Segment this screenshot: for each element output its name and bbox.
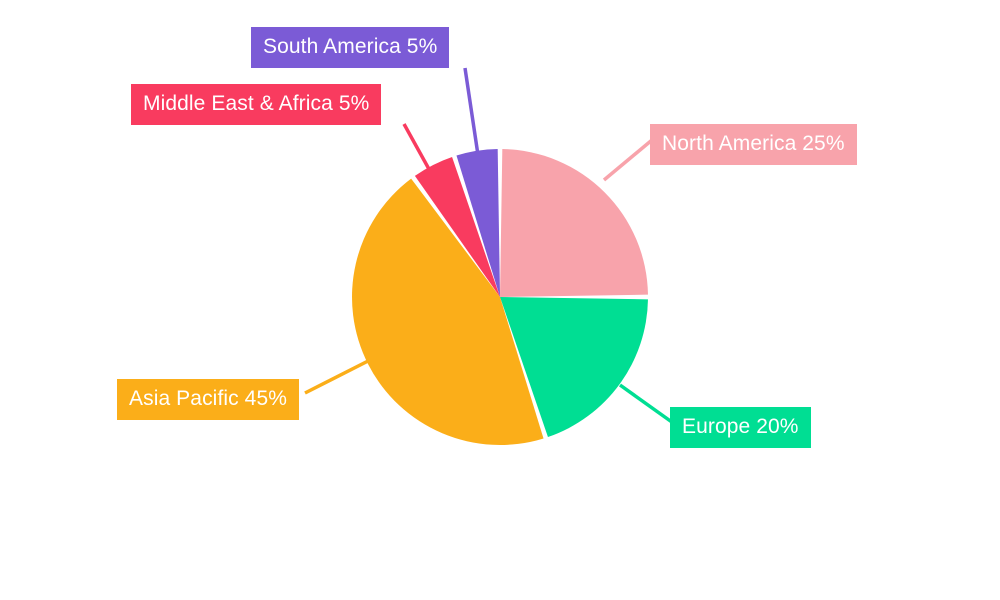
pie-slice-middle-east-africa[interactable] — [414, 156, 500, 297]
leader-line-europe — [618, 383, 678, 427]
slice-label-middle-east-africa[interactable]: Middle East & Africa 5% — [131, 84, 382, 125]
pie-slice-north-america[interactable] — [500, 149, 648, 297]
leader-line-south-america — [463, 67, 480, 156]
slice-label-asia-pacific[interactable]: Asia Pacific 45% — [117, 379, 300, 420]
leader-line-north-america — [602, 138, 654, 182]
pie-slices-group — [352, 149, 648, 446]
pie-slice-europe[interactable] — [500, 297, 648, 438]
slice-label-europe[interactable]: Europe 20% — [670, 407, 811, 448]
pie-slice-south-america[interactable] — [456, 149, 500, 297]
pie-slice-asia-pacific[interactable] — [352, 178, 544, 446]
slice-label-south-america[interactable]: South America 5% — [251, 27, 450, 68]
slice-label-north-america[interactable]: North America 25% — [650, 124, 857, 165]
leader-line-asia-pacific — [304, 357, 373, 395]
